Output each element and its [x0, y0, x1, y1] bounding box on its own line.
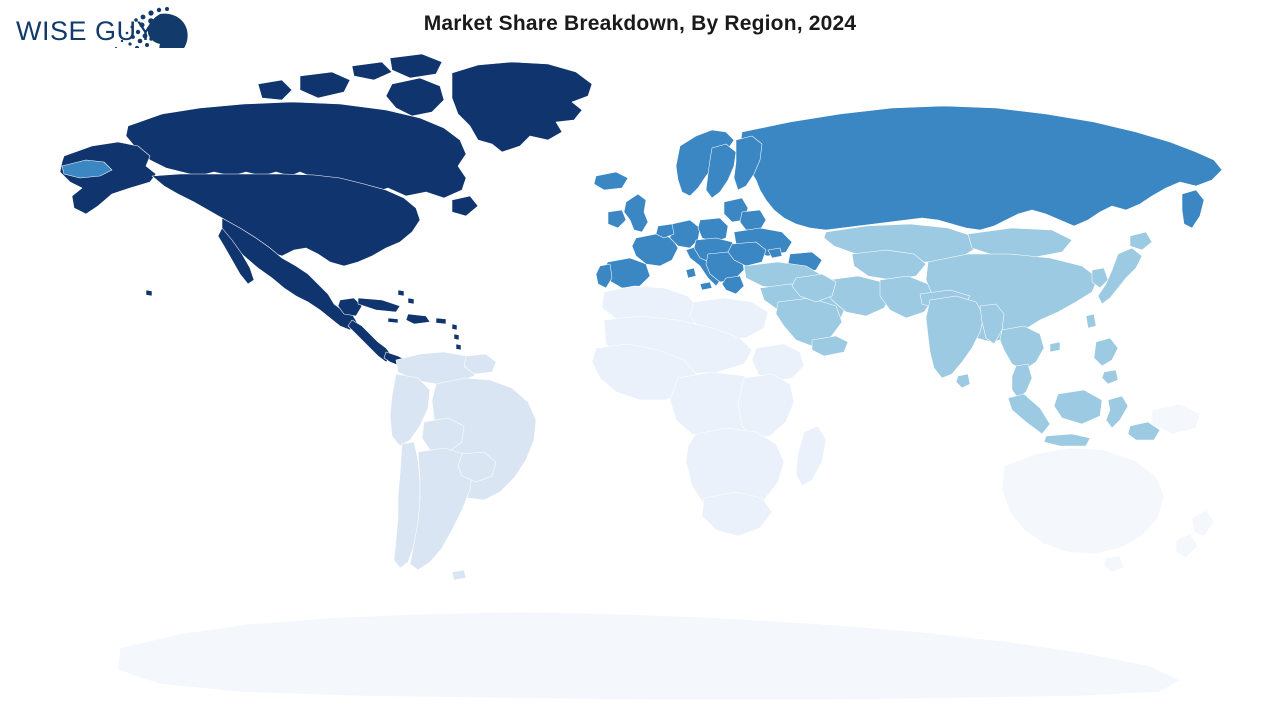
island-sicily-sardinia[interactable] [685, 267, 713, 291]
country-peru-ecuador[interactable] [389, 373, 431, 447]
country-russia[interactable] [739, 105, 1223, 231]
country-germany[interactable] [669, 219, 701, 249]
region-indochina[interactable] [999, 325, 1045, 371]
islands-bahamas[interactable] [397, 289, 415, 305]
island-hokkaido[interactable] [1129, 231, 1153, 251]
island-banks[interactable] [257, 79, 293, 101]
country-new-zealand[interactable] [1175, 509, 1215, 559]
region-north-america[interactable] [59, 53, 593, 367]
country-yemen-oman[interactable] [811, 335, 849, 357]
country-chile[interactable] [393, 441, 421, 569]
island-hispaniola[interactable] [405, 313, 431, 325]
world-map-container [0, 48, 1280, 720]
country-papua-new-guinea[interactable] [1151, 403, 1201, 435]
peninsula-kamchatka[interactable] [1181, 189, 1205, 229]
island-taiwan[interactable] [1085, 313, 1097, 329]
country-japan[interactable] [1097, 247, 1143, 305]
island-jamaica[interactable] [387, 317, 399, 324]
country-bolivia[interactable] [421, 417, 465, 453]
country-bangladesh-myanmar[interactable] [979, 303, 1005, 345]
island-tasmania[interactable] [1103, 555, 1125, 573]
country-malaysia-thailand-peninsula[interactable] [1011, 363, 1033, 399]
country-afghanistan-pakistan[interactable] [879, 275, 935, 319]
country-mongolia[interactable] [967, 227, 1073, 259]
region-horn-of-africa[interactable] [751, 343, 805, 383]
island-newfoundland[interactable] [451, 195, 479, 217]
region-asia-pacific[interactable] [743, 223, 1161, 447]
country-finland[interactable] [733, 135, 763, 191]
island-java[interactable] [1043, 433, 1091, 447]
region-middle-east-africa[interactable] [591, 285, 827, 537]
island-sumatra[interactable] [1007, 393, 1051, 435]
country-greenland[interactable] [451, 61, 593, 153]
region-east-africa[interactable] [737, 373, 795, 439]
country-iceland[interactable] [593, 171, 629, 191]
region-central-america[interactable] [347, 319, 393, 363]
region-rest-of-world[interactable] [117, 403, 1215, 701]
country-ireland[interactable] [607, 209, 627, 229]
island-borneo[interactable] [1053, 389, 1103, 425]
country-belarus[interactable] [739, 209, 767, 231]
island-puerto-rico[interactable] [435, 317, 447, 325]
state-alaska[interactable] [59, 141, 157, 215]
islands-lesser-antilles[interactable] [451, 323, 462, 351]
country-romania-bulgaria[interactable] [727, 241, 767, 267]
country-guyana-suriname[interactable] [463, 353, 497, 375]
peninsula-baja[interactable] [217, 227, 255, 285]
country-greece[interactable] [721, 275, 745, 295]
islands-falklands[interactable] [451, 569, 467, 581]
island-ellesmere[interactable] [389, 53, 443, 79]
country-south-africa[interactable] [701, 491, 773, 537]
state-hawaii[interactable] [145, 289, 153, 297]
region-chukotka-wrap[interactable] [61, 159, 113, 179]
island-devon[interactable] [351, 61, 393, 81]
country-india[interactable] [925, 295, 985, 379]
continent-antarctica[interactable] [117, 611, 1181, 701]
region-europe[interactable] [61, 105, 1223, 295]
country-portugal[interactable] [595, 263, 613, 289]
island-crimea[interactable] [767, 247, 783, 259]
islands-indonesia-east[interactable] [1127, 421, 1161, 441]
country-korea[interactable] [1091, 267, 1109, 289]
peninsula-yucatan[interactable] [337, 297, 363, 317]
world-choropleth-map [0, 48, 1280, 720]
island-madagascar[interactable] [795, 425, 827, 487]
country-sweden[interactable] [705, 143, 737, 199]
island-baffin[interactable] [385, 77, 445, 117]
islands-philippines[interactable] [1093, 337, 1119, 385]
country-paraguay-uruguay[interactable] [457, 451, 497, 483]
logo-line-1: WISE GUY [16, 16, 155, 46]
island-sri-lanka[interactable] [955, 373, 971, 389]
region-central-asia-states[interactable] [851, 249, 927, 281]
country-united-kingdom[interactable] [623, 193, 649, 233]
island-cuba[interactable] [357, 297, 401, 313]
country-iraq-syria[interactable] [791, 273, 837, 303]
island-hainan[interactable] [1049, 341, 1061, 353]
country-netherlands-belgium[interactable] [655, 223, 675, 239]
region-south-america[interactable] [389, 351, 537, 581]
country-australia[interactable] [1001, 447, 1165, 555]
island-victoria[interactable] [299, 71, 351, 99]
island-sulawesi[interactable] [1105, 395, 1129, 429]
